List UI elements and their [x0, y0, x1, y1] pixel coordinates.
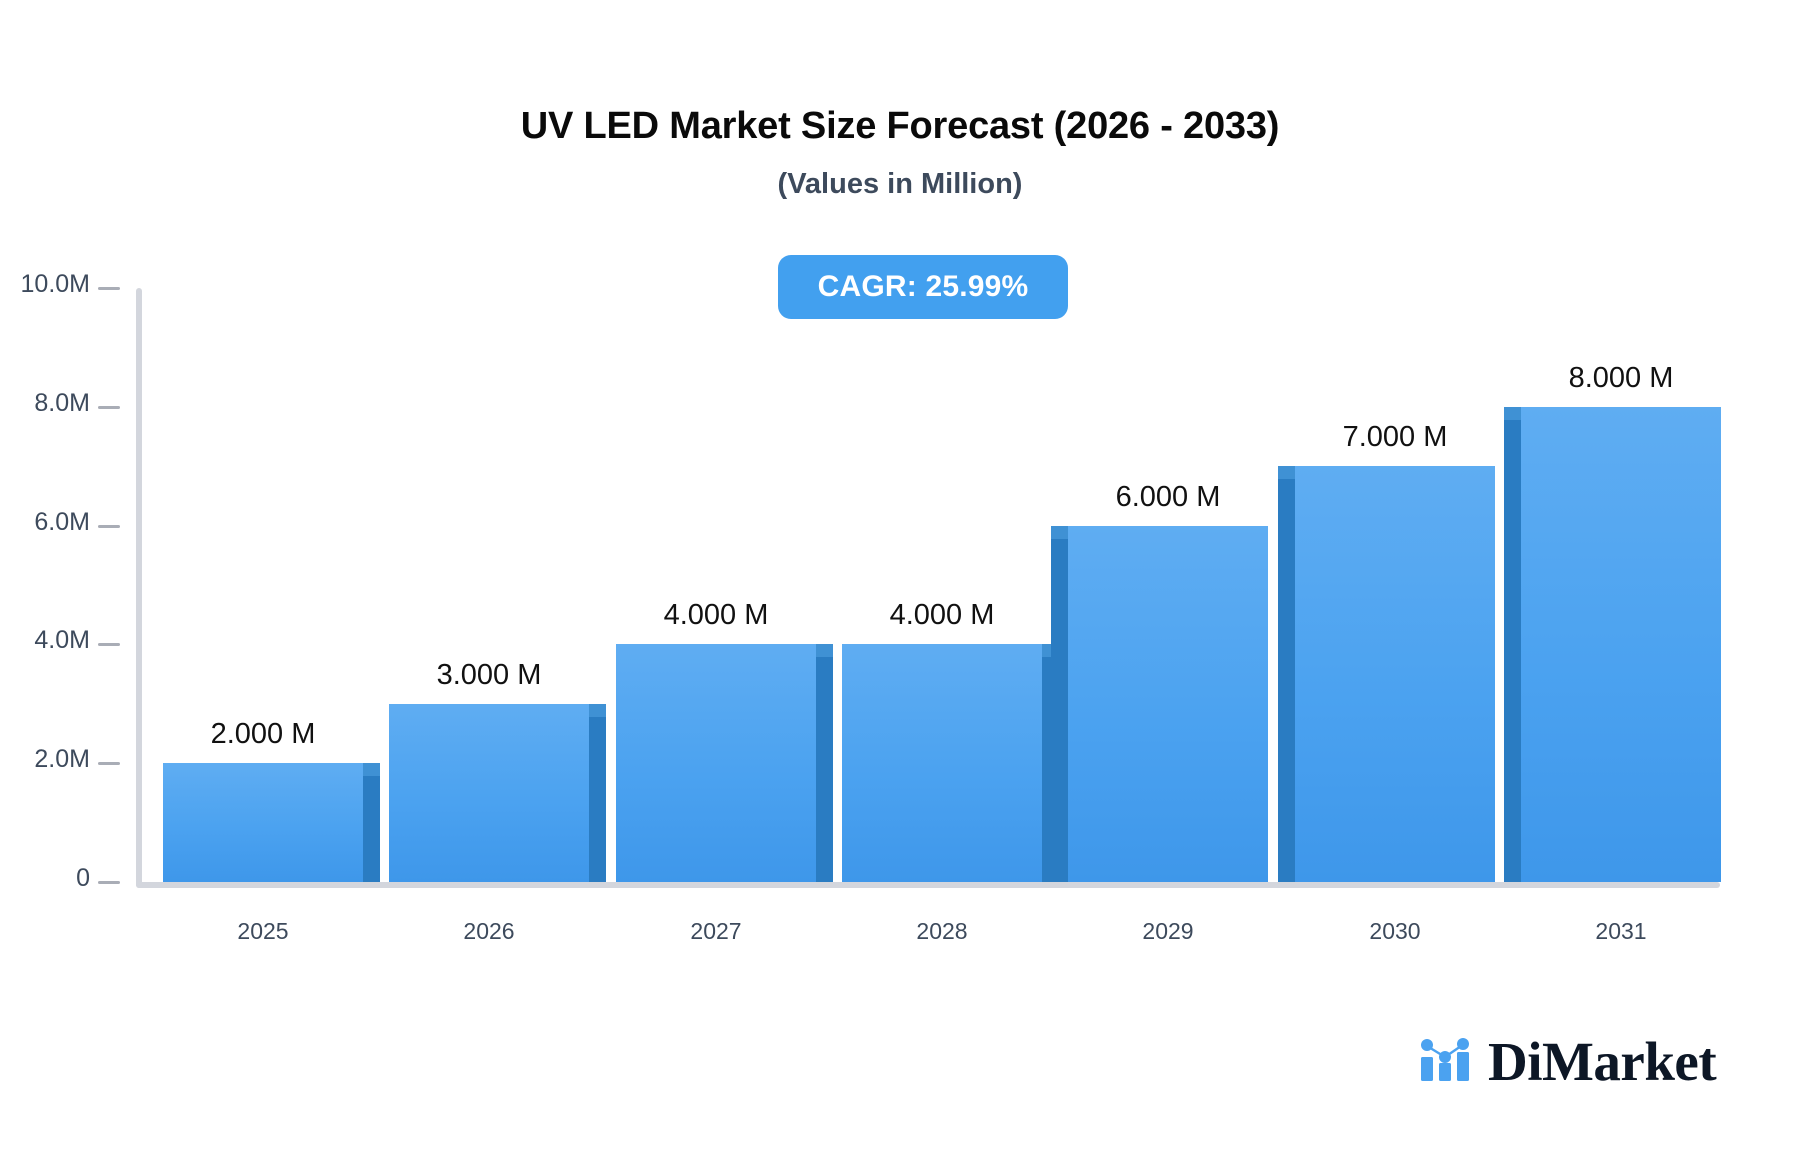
x-tick-label: 2031: [1595, 918, 1647, 944]
x-tick-label: 2025: [237, 918, 289, 944]
bar-side-3d: [589, 716, 606, 882]
y-tick-mark: [98, 287, 120, 290]
bar-top-3d: [1051, 525, 1068, 539]
bar-side-3d: [816, 657, 833, 882]
y-axis-line: [136, 288, 142, 888]
bar[interactable]: 4.000 M: [842, 599, 1059, 882]
bar[interactable]: 8.000 M: [1504, 362, 1721, 882]
y-tick-mark: [98, 643, 120, 647]
bar-top-3d: [363, 763, 380, 777]
bar-chart-icon: [1418, 1035, 1474, 1088]
bar-value-label: 6.000 M: [1115, 480, 1221, 513]
bar-face: [616, 644, 816, 882]
chart-title: UV LED Market Size Forecast (2026 - 2033…: [520, 105, 1280, 147]
bar-side-3d: [1051, 538, 1068, 882]
bar-value-label: 4.000 M: [663, 599, 769, 632]
x-axis-line: [136, 882, 1720, 888]
y-tick-mark: [98, 881, 120, 884]
bar[interactable]: 6.000 M: [1051, 481, 1268, 882]
x-tick-label: 2029: [1142, 918, 1194, 944]
chart-subtitle: (Values in Million): [777, 168, 1023, 200]
bar-value-label: 3.000 M: [436, 658, 542, 691]
y-tick-mark: [98, 524, 120, 528]
bar-value-label: 4.000 M: [889, 599, 995, 632]
y-tick-mark: [98, 762, 120, 766]
x-tick-label: 2028: [916, 918, 968, 944]
bar-face: [1295, 466, 1495, 882]
bar-top-3d: [589, 703, 606, 717]
x-tick-label: 2030: [1369, 918, 1421, 944]
dimarket-logo: DiMarket: [1418, 1031, 1717, 1092]
y-tick-label: 6.0M: [34, 507, 90, 536]
bar-face: [842, 644, 1042, 882]
bar-value-label: 7.000 M: [1342, 421, 1448, 454]
bar-top-3d: [1278, 466, 1295, 480]
bar-face: [1068, 525, 1268, 882]
y-tick-mark: [98, 405, 120, 409]
cagr-badge: CAGR: 25.99%: [778, 255, 1068, 319]
y-tick-label: 4.0M: [34, 626, 90, 655]
logo-text: DiMarket: [1488, 1031, 1717, 1092]
bar-side-3d: [1504, 419, 1521, 882]
bar-value-label: 8.000 M: [1568, 361, 1674, 394]
x-tick-label: 2027: [690, 918, 742, 944]
bar[interactable]: 4.000 M: [616, 599, 833, 882]
bar-face: [163, 763, 363, 882]
bar[interactable]: 2.000 M: [163, 718, 380, 882]
y-tick-label: 10.0M: [20, 270, 90, 298]
plot-area: 0 2.0M 4.0M 6.0M 8.0M 10.0M 2.000 M 3.000 M 4.0…: [21, 270, 1721, 892]
y-tick-label: 2.0M: [34, 745, 90, 774]
bar[interactable]: 7.000 M: [1278, 421, 1495, 882]
bar-top-3d: [1504, 406, 1521, 420]
bar-side-3d: [363, 776, 380, 882]
y-tick-label: 8.0M: [34, 388, 90, 417]
x-tick-label: 2026: [463, 918, 515, 944]
bar-value-label: 2.000 M: [210, 718, 316, 751]
bar-side-3d: [1278, 479, 1295, 882]
bar-face: [1521, 406, 1721, 882]
bar-face: [389, 703, 589, 882]
bar[interactable]: 3.000 M: [389, 659, 606, 882]
y-tick-label: 0: [76, 864, 90, 892]
bar-top-3d: [816, 644, 833, 658]
